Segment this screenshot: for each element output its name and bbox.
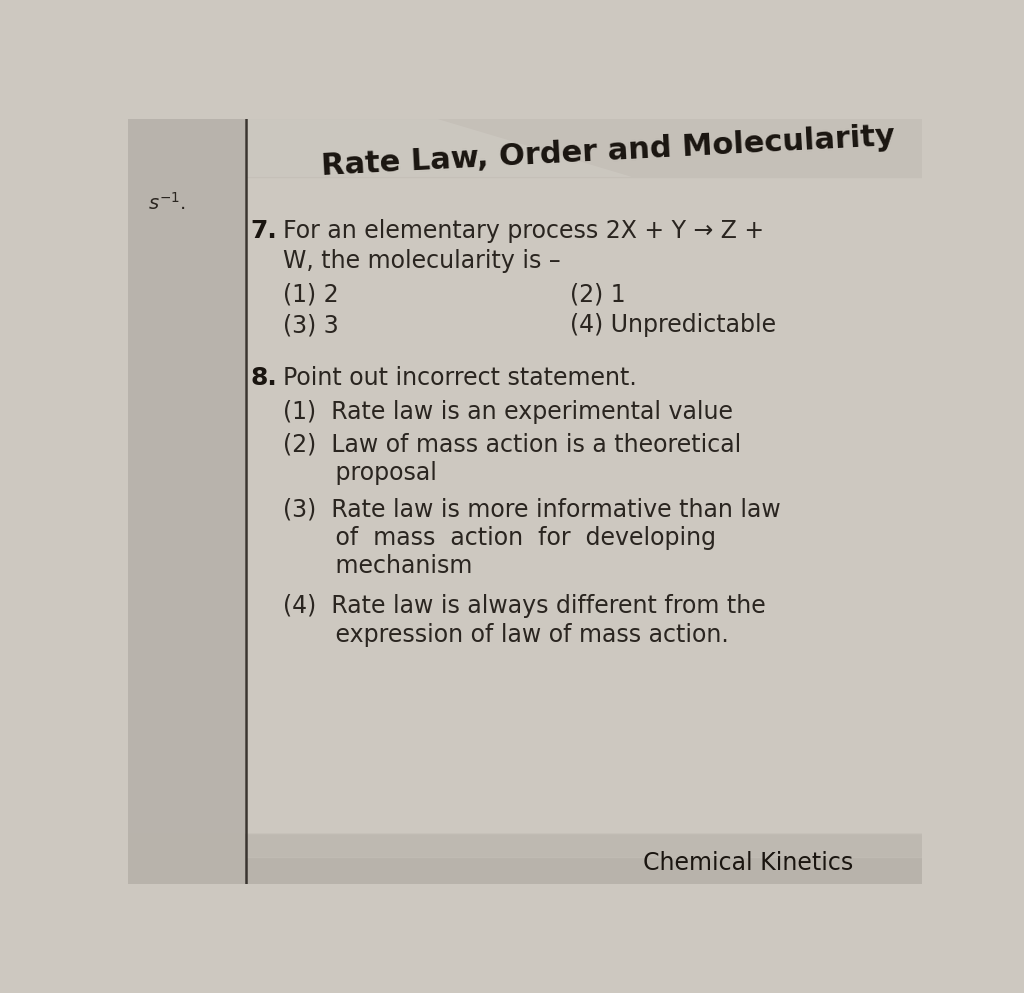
Text: of  mass  action  for  developing: of mass action for developing [283, 525, 716, 550]
Polygon shape [246, 119, 632, 177]
Text: proposal: proposal [283, 461, 437, 485]
Bar [128, 834, 922, 884]
Bar [246, 119, 922, 177]
Text: (4) Unpredictable: (4) Unpredictable [569, 313, 776, 338]
Text: (2) 1: (2) 1 [569, 282, 626, 307]
Bar [128, 119, 245, 884]
Text: (1) 2: (1) 2 [283, 282, 339, 307]
Text: (1)  Rate law is an experimental value: (1) Rate law is an experimental value [283, 400, 733, 424]
Text: 7.: 7. [251, 219, 278, 243]
Text: Rate Law, Order and Molecularity: Rate Law, Order and Molecularity [321, 122, 896, 181]
Text: For an elementary process 2X + Y → Z +: For an elementary process 2X + Y → Z + [283, 219, 764, 243]
Text: 8.: 8. [251, 365, 278, 389]
Text: mechanism: mechanism [283, 554, 472, 578]
Text: Chemical Kinetics: Chemical Kinetics [643, 851, 853, 875]
Text: $s^{-1}.$: $s^{-1}.$ [147, 193, 185, 214]
Text: Point out incorrect statement.: Point out incorrect statement. [283, 365, 637, 389]
Text: expression of law of mass action.: expression of law of mass action. [283, 623, 729, 646]
Bar [246, 834, 922, 857]
Text: (3) 3: (3) 3 [283, 313, 339, 338]
Text: (3)  Rate law is more informative than law: (3) Rate law is more informative than la… [283, 497, 780, 521]
Text: (4)  Rate law is always different from the: (4) Rate law is always different from th… [283, 594, 766, 619]
Text: (2)  Law of mass action is a theoretical: (2) Law of mass action is a theoretical [283, 433, 741, 457]
Text: W, the molecularity is –: W, the molecularity is – [283, 248, 560, 272]
